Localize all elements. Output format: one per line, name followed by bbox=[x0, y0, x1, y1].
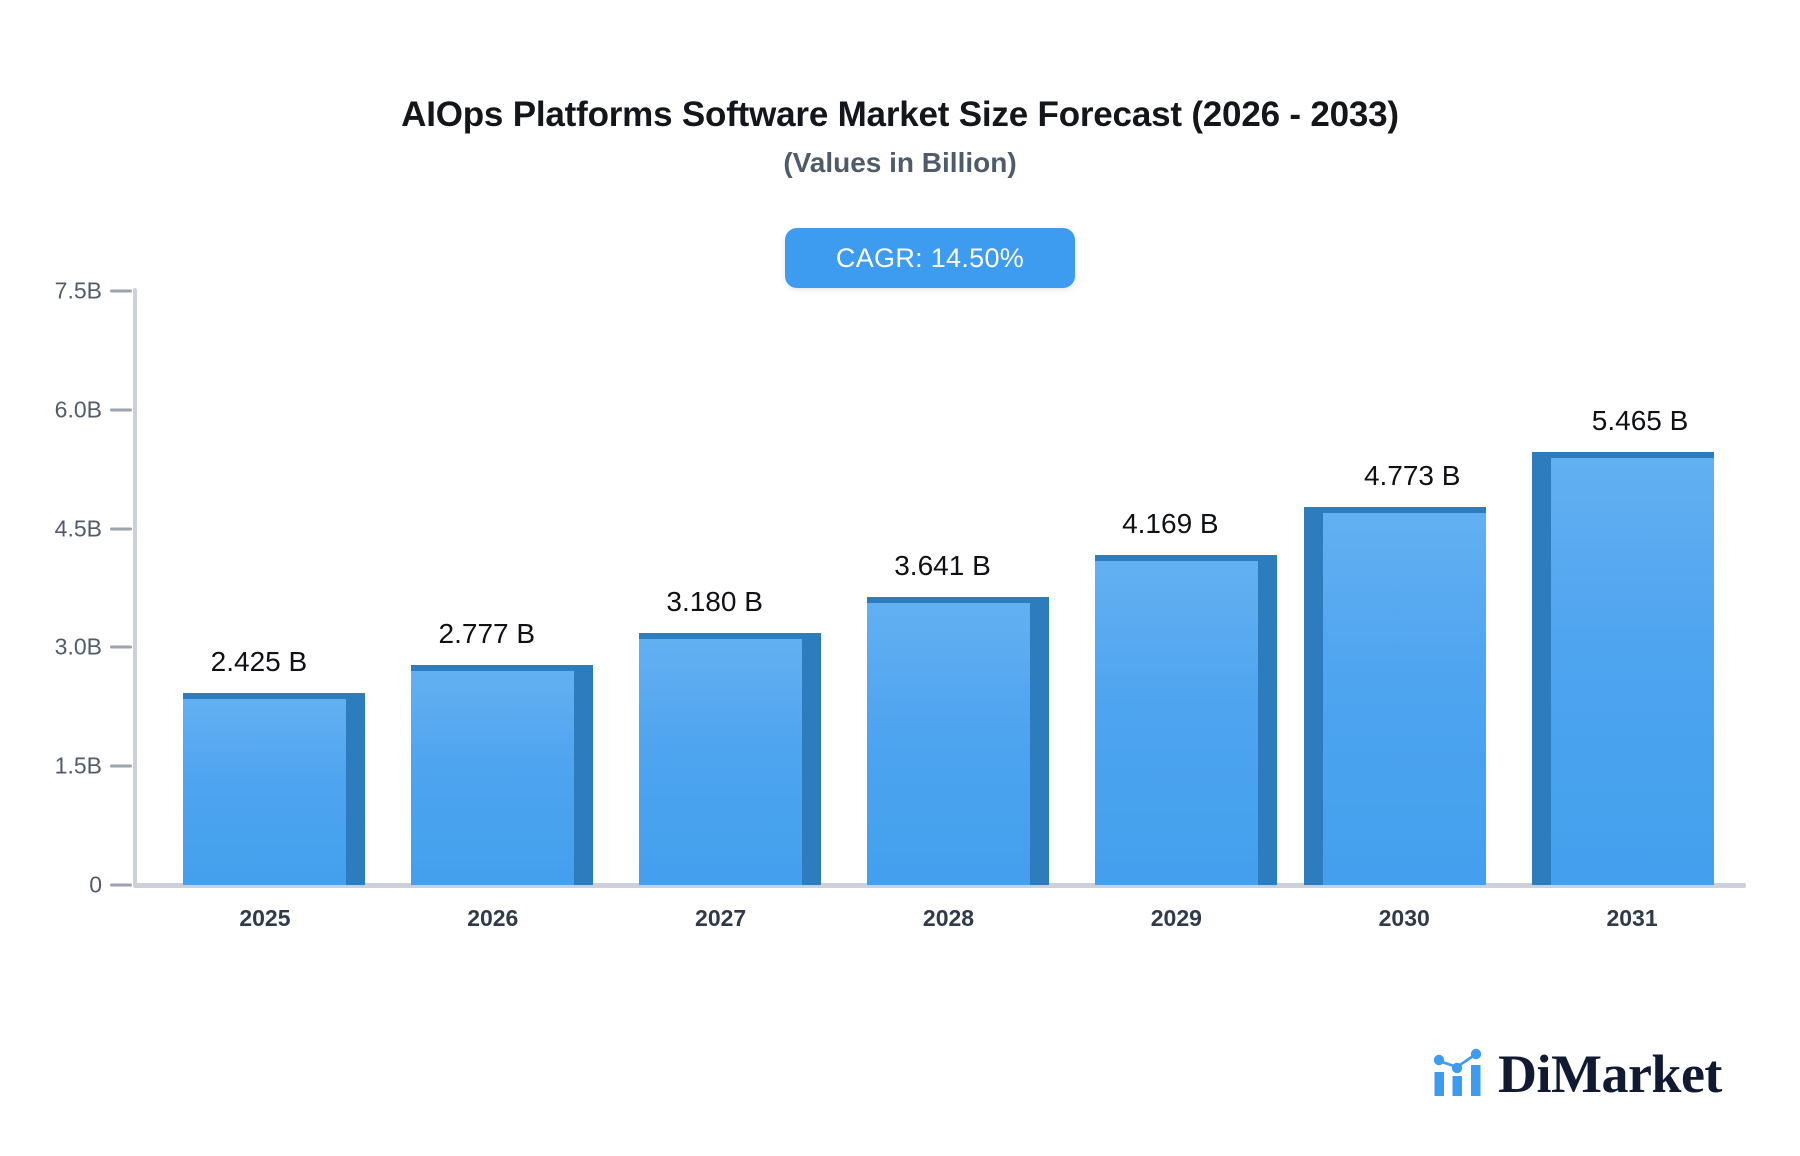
y-axis-tick-mark bbox=[110, 408, 132, 412]
bar-front-face bbox=[411, 671, 574, 885]
bar-top-face bbox=[1304, 506, 1486, 513]
x-axis-tick-label: 2026 bbox=[467, 905, 519, 931]
bar-value-label: 4.773 B bbox=[1363, 459, 1461, 491]
x-axis-tick-label: 2029 bbox=[1150, 905, 1202, 931]
bar-side-face bbox=[1030, 602, 1049, 885]
bar-side-face bbox=[1532, 458, 1551, 885]
y-axis-tick-label: 6.0B bbox=[54, 396, 102, 423]
bar-top-face bbox=[639, 633, 821, 640]
cagr-badge: CAGR: 14.50% bbox=[785, 228, 1075, 288]
bar-value-label: 2.777 B bbox=[438, 618, 536, 650]
x-axis-tick-label: 2030 bbox=[1378, 905, 1430, 931]
logo-text: DiMarket bbox=[1498, 1043, 1722, 1104]
x-axis-line bbox=[133, 883, 1746, 888]
bar-side-face bbox=[802, 639, 821, 885]
bar-value-label: 3.180 B bbox=[666, 586, 763, 618]
x-axis-tick-label: 2031 bbox=[1606, 905, 1658, 931]
bar-front-face bbox=[183, 698, 346, 885]
x-axis-tick-label: 2027 bbox=[695, 905, 747, 931]
bar-front-face bbox=[1551, 458, 1714, 885]
bar-front-face bbox=[867, 602, 1030, 885]
y-axis-line bbox=[133, 288, 137, 885]
bar-value-label: 4.169 B bbox=[1122, 507, 1219, 539]
y-axis-tick-label: 4.5B bbox=[54, 515, 102, 542]
y-axis-tick-label: 7.5B bbox=[54, 277, 102, 304]
bar-side-face bbox=[1304, 512, 1323, 885]
y-axis-tick-mark bbox=[110, 764, 132, 768]
y-axis-tick-mark bbox=[110, 883, 132, 887]
bar-top-face bbox=[1532, 452, 1714, 459]
chart-subtitle: (Values in Billion) bbox=[783, 147, 1017, 178]
x-axis-tick-label: 2025 bbox=[239, 905, 291, 931]
y-axis-tick-label: 1.5B bbox=[54, 752, 102, 779]
y-axis-tick-mark bbox=[110, 527, 132, 531]
bar-side-face bbox=[346, 698, 365, 885]
bar-top-face bbox=[867, 596, 1049, 603]
bar-chart-icon bbox=[1430, 1045, 1486, 1102]
chart-title: AIOps Platforms Software Market Size For… bbox=[401, 95, 1399, 134]
dimarket-logo: DiMarket bbox=[1430, 1045, 1722, 1102]
bar-front-face bbox=[639, 639, 802, 885]
bar-top-face bbox=[411, 665, 593, 672]
bar-value-label: 5.465 B bbox=[1591, 405, 1689, 437]
y-axis-tick-label: 0 bbox=[89, 871, 102, 898]
bar-front-face bbox=[1323, 512, 1486, 885]
bar-side-face bbox=[1258, 560, 1277, 885]
y-axis-tick-label: 3.0B bbox=[54, 633, 102, 660]
bar-front-face bbox=[1095, 560, 1258, 885]
bar-value-label: 3.641 B bbox=[894, 549, 991, 581]
bar-top-face bbox=[183, 692, 365, 699]
bar-top-face bbox=[1095, 554, 1277, 561]
bar-value-label: 2.425 B bbox=[210, 645, 308, 677]
x-axis-tick-label: 2028 bbox=[922, 905, 975, 931]
y-axis-tick-mark bbox=[110, 645, 132, 649]
y-axis-tick-mark bbox=[110, 289, 132, 293]
cagr-badge-label: CAGR: 14.50% bbox=[835, 242, 1025, 273]
bar-side-face bbox=[574, 671, 593, 885]
